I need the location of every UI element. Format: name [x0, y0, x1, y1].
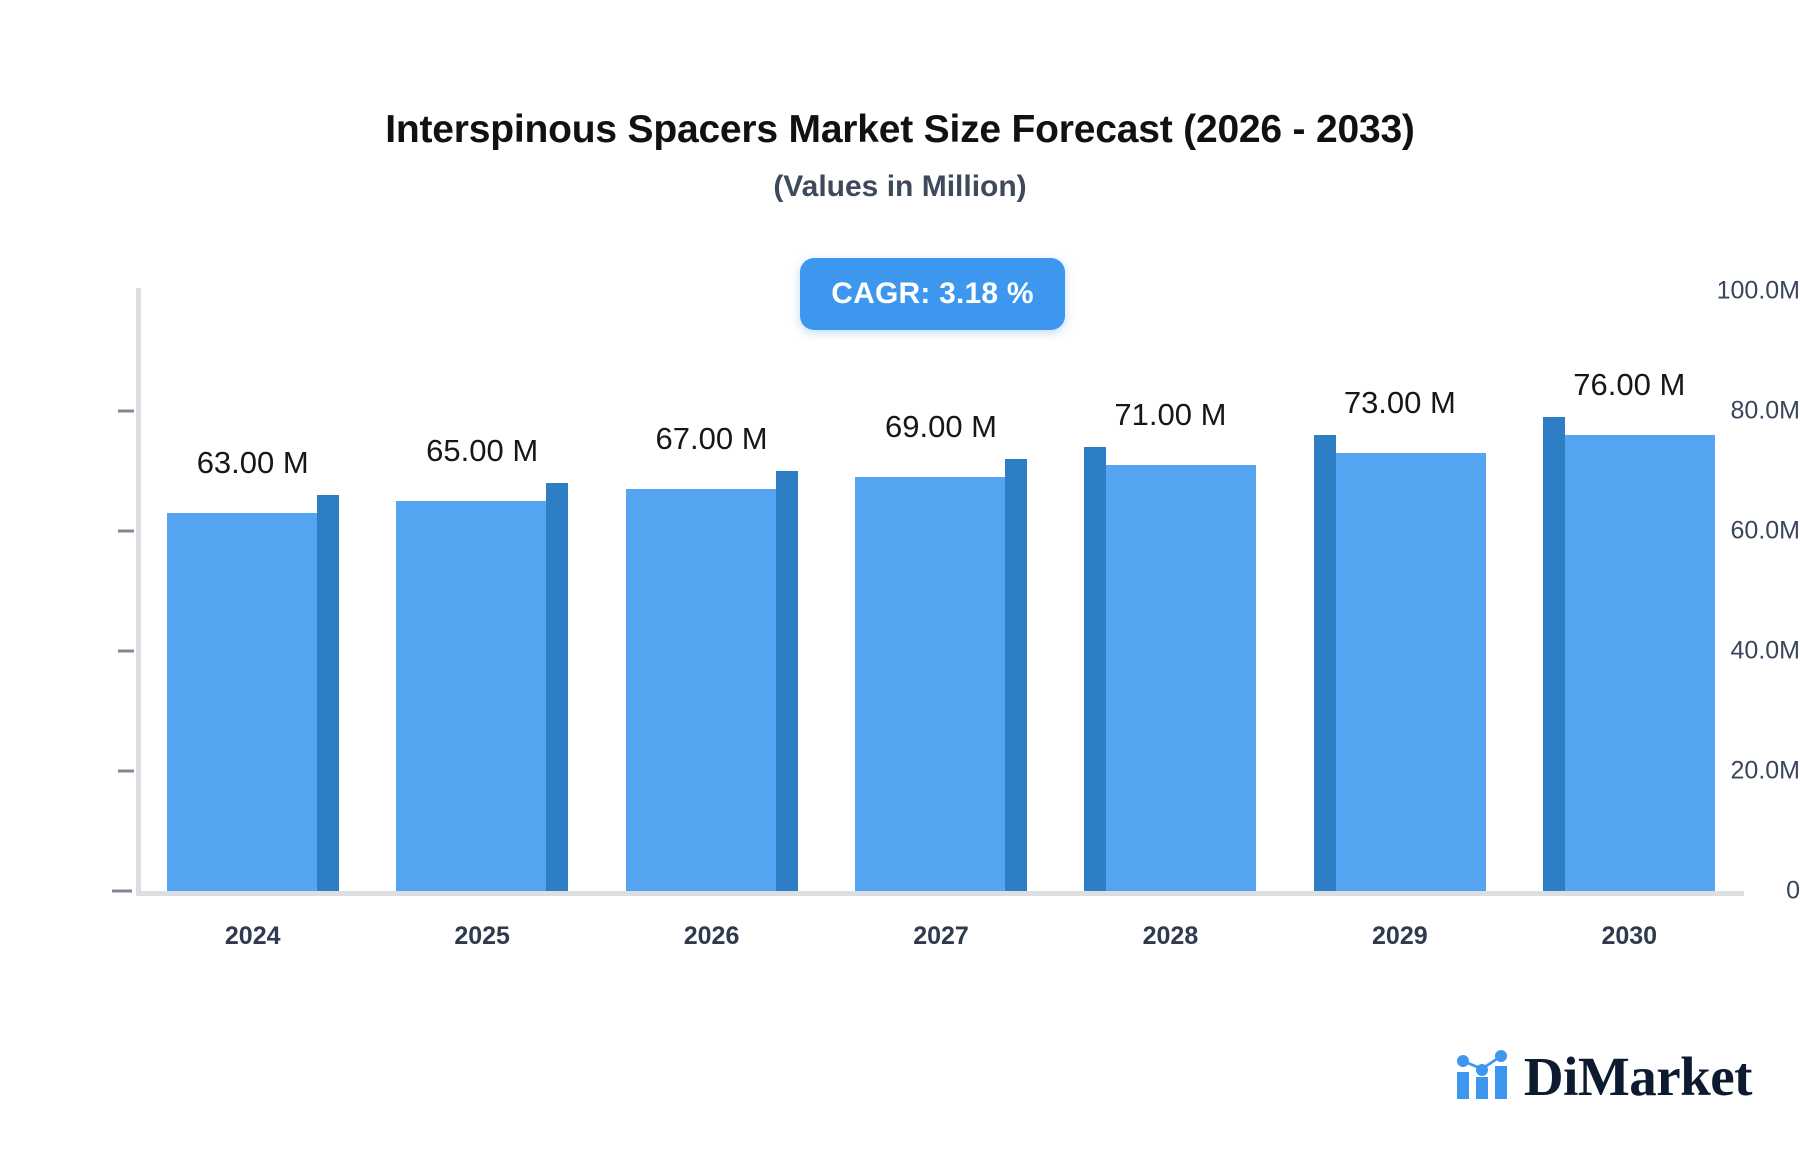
x-axis-tick-label: 2025 [454, 922, 510, 950]
bar-value-label: 67.00 M [655, 421, 768, 456]
bar-value-label: 65.00 M [426, 433, 539, 468]
bar-front-face [625, 489, 776, 891]
bar-front-face [1106, 465, 1257, 891]
bar-front-face [166, 513, 317, 891]
bar[interactable] [396, 479, 569, 891]
y-axis-tick-mark [118, 769, 134, 773]
x-axis-tick-label: 2029 [1372, 922, 1428, 950]
y-axis-tick-label: 100.0M [1716, 276, 1800, 305]
y-axis-tick-label: 40.0M [1730, 636, 1800, 665]
bar-value-label: 76.00 M [1573, 367, 1686, 402]
bar-depth-face [546, 483, 569, 891]
y-axis-tick-mark [118, 649, 134, 653]
x-axis-tick-label: 2026 [683, 922, 740, 950]
bar[interactable] [166, 491, 339, 891]
bar-chart-icon [1454, 1047, 1510, 1106]
bar[interactable] [1543, 413, 1716, 891]
x-axis-line [136, 891, 1744, 896]
bar-depth-face [1084, 447, 1107, 891]
y-axis-tick-label: 0 [1786, 876, 1800, 905]
chart-title: Interspinous Spacers Market Size Forecas… [385, 108, 1415, 151]
cagr-badge: CAGR: 3.18 % [800, 258, 1065, 330]
x-axis-tick-label: 2028 [1142, 922, 1199, 950]
bar[interactable] [1313, 431, 1486, 891]
bar-front-face [1335, 453, 1486, 891]
bar[interactable] [1084, 443, 1257, 891]
dimarket-logo: DiMarket [1454, 1045, 1753, 1108]
y-axis-tick-mark [118, 529, 134, 533]
chart-subtitle: (Values in Million) [773, 170, 1027, 203]
y-axis-tick-label: 80.0M [1730, 396, 1800, 425]
bar-depth-face [1313, 435, 1336, 891]
bar-front-face [855, 477, 1005, 891]
bar-depth-face [1543, 417, 1566, 891]
y-axis-line [136, 288, 141, 896]
bar-front-face [1565, 435, 1716, 891]
bar[interactable] [855, 455, 1027, 891]
bar-value-label: 69.00 M [884, 409, 997, 444]
bar-depth-face [316, 495, 339, 891]
bar-value-label: 73.00 M [1343, 385, 1456, 420]
x-axis-tick-label: 2027 [913, 922, 969, 950]
bar-front-face [396, 501, 547, 891]
bar-value-label: 71.00 M [1114, 397, 1227, 432]
y-axis-tick-label: 20.0M [1730, 756, 1800, 785]
y-axis-tick-label: 60.0M [1730, 516, 1800, 545]
logo-text: DiMarket [1523, 1046, 1753, 1107]
y-axis-tick-mark [118, 409, 134, 413]
y-axis-tick-mark [112, 889, 132, 893]
x-axis-tick-label: 2030 [1601, 922, 1658, 950]
x-axis-tick-label: 2024 [224, 922, 281, 950]
bar[interactable] [625, 467, 798, 891]
bar-depth-face [775, 471, 798, 891]
bar-depth-face [1005, 459, 1027, 891]
bar-value-label: 63.00 M [196, 445, 309, 480]
